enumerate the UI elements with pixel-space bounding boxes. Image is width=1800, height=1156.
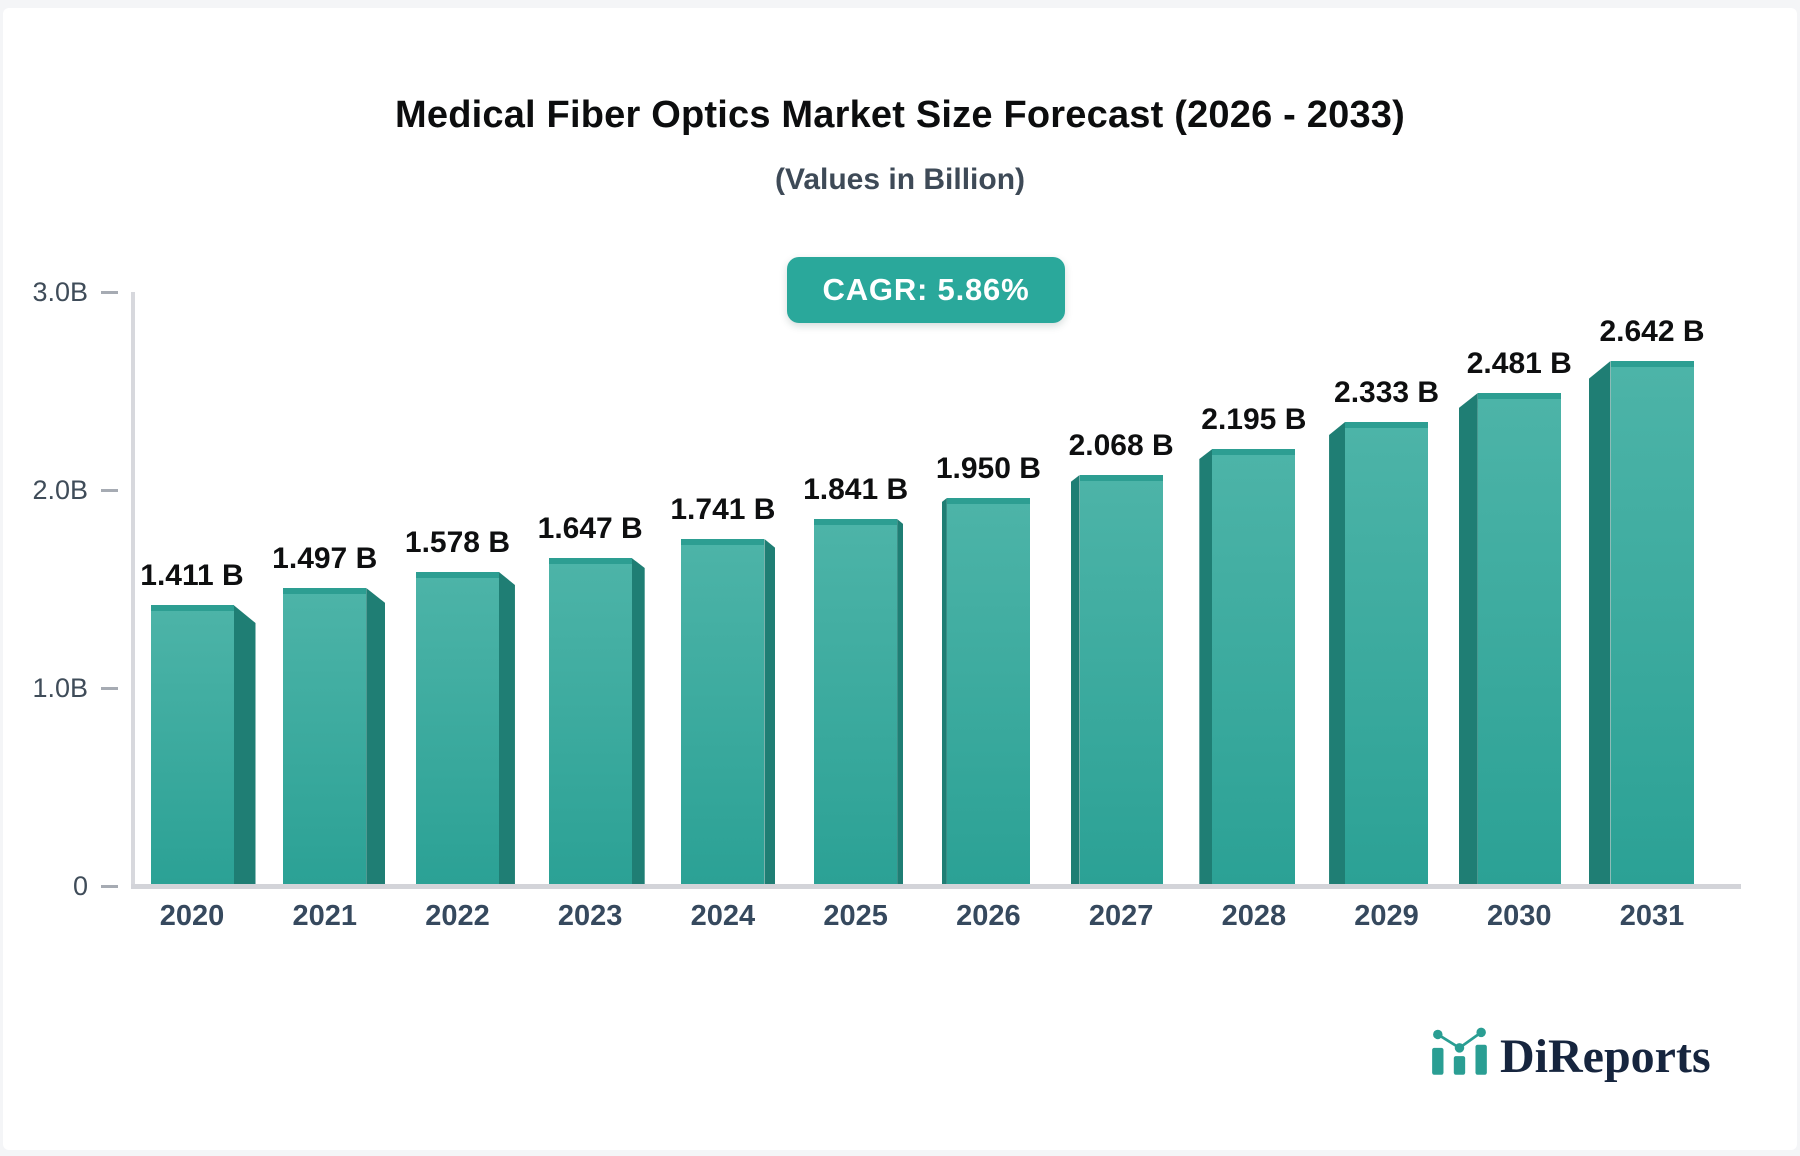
brand-name: DiReports [1500, 1030, 1711, 1084]
bar-side-face [1070, 475, 1080, 884]
bar-front-face [283, 588, 367, 884]
bar-top-face [1345, 422, 1429, 428]
bar-side-face [1329, 422, 1346, 884]
bar-top-face [681, 539, 765, 545]
bar-value-label: 1.741 B [670, 493, 776, 526]
brand-logo: DiReports [1428, 1026, 1711, 1084]
chart-title: Medical Fiber Optics Market Size Forecas… [395, 94, 1405, 136]
bar-2023: 1.647 B 2023 [538, 512, 645, 932]
bar-top-face [283, 588, 367, 594]
bar-top-face [1477, 393, 1561, 399]
bar-2028: 2.195 B 2028 [1199, 403, 1306, 932]
x-axis-label: 2029 [1354, 900, 1419, 932]
bar-front-face [1079, 475, 1163, 884]
bar-2024: 1.741 B 2024 [670, 493, 775, 932]
y-axis-tick-mark [101, 291, 118, 294]
bar-value-label: 2.068 B [1068, 429, 1174, 462]
y-axis-tick-label: 0 [72, 871, 88, 901]
bar-2022: 1.578 B 2022 [405, 526, 515, 932]
bar-front-face [1610, 361, 1694, 884]
bar-side-face [233, 605, 256, 884]
cagr-badge: CAGR: 5.86% [787, 257, 1065, 323]
bar-value-label: 2.333 B [1334, 376, 1440, 409]
x-axis-label: 2022 [425, 900, 490, 932]
x-axis-line [131, 884, 1741, 889]
y-axis-tick-mark [101, 885, 118, 888]
bar-front-face [150, 605, 234, 884]
bar-front-face [415, 572, 499, 884]
bar-side-face [631, 558, 645, 884]
x-axis-label: 2020 [159, 900, 225, 932]
x-axis-label: 2026 [956, 900, 1021, 932]
bar-value-label: 2.195 B [1201, 403, 1307, 436]
bar-side-face [764, 539, 776, 884]
bar-side-face [897, 519, 904, 884]
bar-front-face [1345, 422, 1429, 884]
y-axis-tick-label: 3.0B [32, 277, 88, 307]
bar-value-label: 1.647 B [537, 512, 643, 545]
y-axis-tick-mark [101, 687, 118, 690]
bar-top-face [814, 519, 898, 525]
bar-front-face [946, 498, 1030, 884]
x-axis-label: 2025 [823, 900, 888, 932]
bar-2021: 1.497 B 2021 [272, 542, 386, 932]
x-axis-label: 2021 [292, 900, 357, 932]
bar-2020: 1.411 B 2020 [140, 559, 256, 932]
bar-value-label: 2.481 B [1466, 347, 1572, 380]
x-axis-label: 2027 [1088, 900, 1154, 932]
bar-value-label: 1.497 B [272, 542, 378, 575]
y-axis-tick-mark [101, 489, 118, 492]
bar-front-face [814, 519, 898, 884]
bar-front-face [1212, 449, 1296, 884]
bar-front-face [1477, 393, 1561, 884]
bar-line-chart-icon [1432, 1027, 1487, 1075]
y-axis-tick-label: 1.0B [32, 673, 88, 703]
bar-value-label: 1.411 B [140, 559, 244, 592]
bar-value-label: 1.841 B [803, 473, 909, 506]
bar-value-label: 2.642 B [1599, 315, 1705, 348]
x-axis-label: 2023 [557, 900, 623, 932]
bar-value-label: 1.578 B [404, 526, 510, 559]
x-axis-label: 2024 [690, 900, 756, 932]
bar-top-face [150, 605, 234, 611]
bar-2027: 2.068 B 2027 [1069, 429, 1174, 932]
bar-front-face [548, 558, 632, 884]
x-axis-label: 2030 [1487, 900, 1552, 932]
bar-value-label: 1.950 B [935, 452, 1041, 485]
bar-2029: 2.333 B 2029 [1329, 376, 1439, 932]
y-axis-tick-label: 2.0B [32, 475, 88, 505]
bar-2030: 2.481 B 2030 [1458, 347, 1572, 932]
bar-side-face [1199, 449, 1213, 884]
bar-side-face [366, 588, 386, 884]
x-axis-label: 2028 [1221, 900, 1287, 932]
bar-front-face [681, 539, 765, 884]
bar-2031: 2.642 B 2031 [1588, 315, 1705, 932]
x-axis-label: 2031 [1619, 900, 1685, 932]
bar-2026: 1.950 B 2026 [936, 452, 1041, 932]
bar-top-face [1079, 475, 1163, 481]
y-axis-line [131, 292, 135, 886]
bar-top-face [1212, 449, 1296, 455]
bar-side-face [1588, 361, 1611, 884]
bar-top-face [415, 572, 499, 578]
bar-side-face [941, 498, 947, 884]
bar-top-face [946, 498, 1030, 504]
bar-top-face [548, 558, 632, 564]
bar-side-face [498, 572, 515, 884]
bar-side-face [1458, 393, 1478, 884]
bar-top-face [1610, 361, 1694, 367]
bar-2025: 1.841 B 2025 [803, 473, 908, 932]
chart-subtitle: (Values in Billion) [774, 163, 1026, 196]
